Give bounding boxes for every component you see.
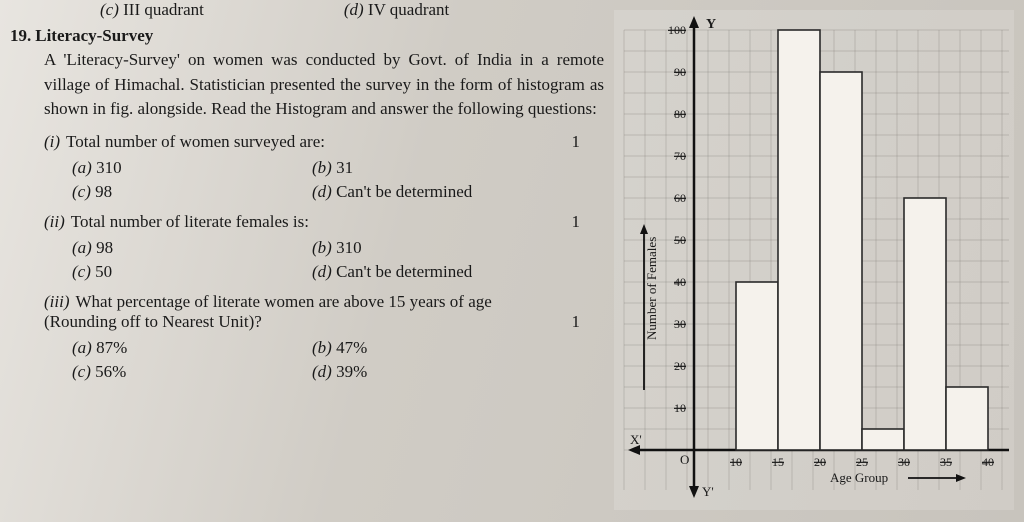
subquestion-ii: (ii)Total number of literate females is:… [44, 212, 604, 232]
opt-c: (c) III quadrant [100, 0, 204, 20]
svg-text:10: 10 [730, 455, 742, 469]
opt-d: (d) IV quadrant [344, 0, 449, 20]
svg-text:40: 40 [674, 275, 686, 289]
prev-options-row: (c) III quadrant (d) IV quadrant [10, 0, 604, 20]
svg-text:O: O [680, 452, 689, 467]
question-number: 19. [10, 26, 31, 46]
subquestion-i: (i)Total number of women surveyed are: 1 [44, 132, 604, 152]
svg-text:30: 30 [898, 455, 910, 469]
svg-text:Age Group: Age Group [830, 470, 888, 485]
subquestion-iii: (iii)What percentage of literate women a… [44, 292, 604, 332]
svg-text:Number of Females: Number of Females [644, 237, 659, 340]
svg-text:Y': Y' [702, 484, 714, 499]
options-iii: (a) 87% (b) 47% (c) 56% (d) 39% [72, 338, 604, 382]
svg-text:20: 20 [814, 455, 826, 469]
options-ii: (a) 98 (b) 310 (c) 50 (d) Can't be deter… [72, 238, 604, 282]
svg-text:90: 90 [674, 65, 686, 79]
question-title: Literacy-Survey [35, 26, 153, 46]
svg-text:10: 10 [674, 401, 686, 415]
svg-text:100: 100 [668, 23, 686, 37]
svg-text:20: 20 [674, 359, 686, 373]
svg-text:25: 25 [856, 455, 868, 469]
options-i: (a) 310 (b) 31 (c) 98 (d) Can't be deter… [72, 158, 604, 202]
svg-text:30: 30 [674, 317, 686, 331]
svg-text:60: 60 [674, 191, 686, 205]
svg-text:40: 40 [982, 455, 994, 469]
histogram-chart: 10 20 30 40 50 60 70 80 90 100 10 15 20 25 30 35 40 Y Y' X'… [614, 10, 1014, 510]
svg-text:80: 80 [674, 107, 686, 121]
svg-text:50: 50 [674, 233, 686, 247]
marks: 1 [572, 212, 581, 232]
svg-text:15: 15 [772, 455, 784, 469]
svg-text:70: 70 [674, 149, 686, 163]
svg-text:35: 35 [940, 455, 952, 469]
question-description: A 'Literacy-Survey' on women was conduct… [44, 48, 604, 122]
marks: 1 [572, 132, 581, 152]
marks: 1 [572, 312, 581, 332]
svg-text:Y: Y [706, 17, 716, 32]
svg-text:X': X' [630, 432, 642, 447]
